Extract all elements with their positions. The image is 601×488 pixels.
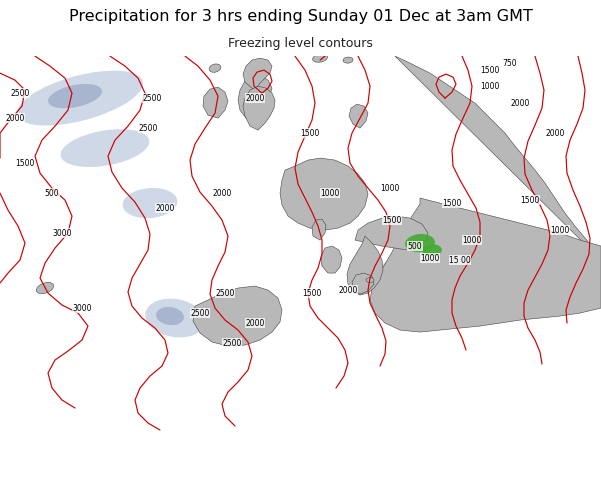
Text: 2000: 2000: [5, 114, 25, 122]
Text: 500: 500: [44, 188, 59, 198]
Text: 2000: 2000: [212, 188, 232, 198]
Text: Precipitation for 3 hrs ending Sunday 01 Dec at 3am GMT: Precipitation for 3 hrs ending Sunday 01…: [69, 9, 532, 24]
Text: 2500: 2500: [138, 123, 157, 133]
Text: 2500: 2500: [142, 94, 162, 102]
Text: 2500: 2500: [191, 308, 210, 318]
Text: 3000: 3000: [72, 304, 92, 312]
Text: 1000: 1000: [420, 254, 440, 263]
Text: 2000: 2000: [545, 129, 565, 138]
Text: 1500: 1500: [302, 288, 322, 298]
Text: 1500: 1500: [480, 65, 499, 75]
Text: 2000: 2000: [155, 203, 175, 213]
Text: 15 00: 15 00: [449, 256, 471, 264]
Text: 2500: 2500: [215, 288, 234, 298]
Text: 1000: 1000: [551, 225, 570, 235]
Text: 1500: 1500: [520, 196, 540, 204]
Text: 1000: 1000: [320, 188, 340, 198]
Text: 1000: 1000: [380, 183, 400, 193]
Text: 2000: 2000: [245, 94, 264, 102]
Text: 1500: 1500: [300, 129, 320, 138]
Text: 1500: 1500: [15, 159, 35, 167]
Text: 2000: 2000: [245, 319, 264, 327]
Text: 3000: 3000: [52, 228, 72, 238]
Text: 2500: 2500: [222, 339, 242, 347]
Text: Freezing level contours: Freezing level contours: [228, 37, 373, 50]
Text: 500: 500: [407, 242, 423, 250]
Text: 2000: 2000: [510, 99, 529, 108]
Text: 1000: 1000: [480, 81, 499, 91]
Text: 1500: 1500: [382, 216, 401, 224]
Text: 1500: 1500: [442, 199, 462, 207]
Text: 750: 750: [502, 59, 517, 68]
Text: 2500: 2500: [10, 89, 29, 98]
Text: 1000: 1000: [462, 236, 481, 244]
Text: 2000: 2000: [338, 285, 358, 295]
